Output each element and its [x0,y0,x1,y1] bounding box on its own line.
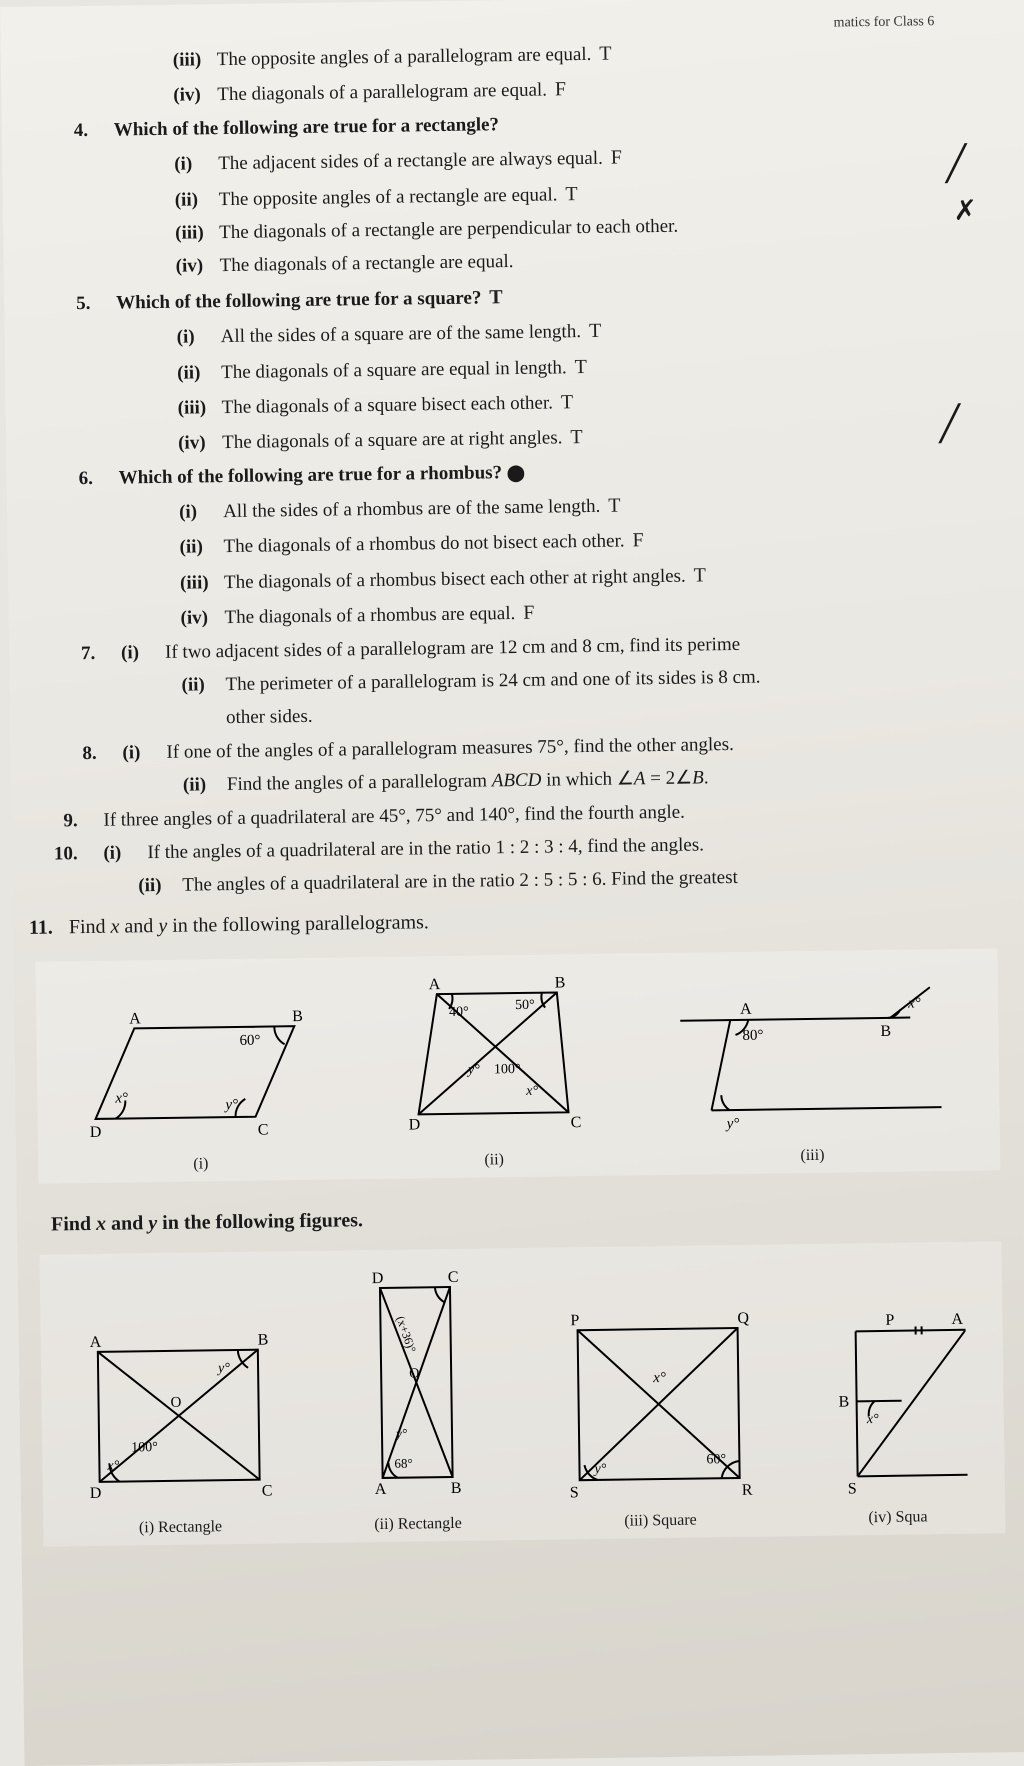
parallelogram-figures: A B C D 60° x° y° (i) A B [35,948,1000,1183]
svg-text:80°: 80° [743,1027,764,1043]
fig2-iv: P A B S x° (iv) Squa [825,1300,968,1528]
hand-mark: ✗ [953,194,977,228]
hand-mark: ╱ [946,144,967,184]
svg-text:68°: 68° [394,1455,412,1470]
svg-text:O: O [409,1366,419,1381]
fig2-iii: P Q R S x° 60° y° (iii) Square [552,1302,765,1531]
fig1-iii: A B 80° x° y° (iii) [670,977,953,1167]
svg-text:S: S [847,1480,856,1497]
svg-text:x°: x° [865,1412,878,1427]
svg-text:B: B [258,1331,269,1348]
mark-true: T [599,43,612,65]
svg-text:B: B [555,974,566,991]
svg-text:S: S [570,1484,579,1501]
fig1-i: A B C D 60° x° y° (i) [84,996,316,1175]
svg-text:50°: 50° [515,998,535,1013]
svg-text:y°: y° [725,1116,740,1132]
svg-text:D: D [409,1116,421,1133]
svg-text:A: A [740,1001,752,1018]
svg-text:A: A [90,1334,102,1351]
svg-text:60°: 60° [239,1032,260,1048]
svg-text:y°: y° [216,1361,230,1376]
svg-text:O: O [171,1395,182,1411]
svg-text:C: C [262,1482,273,1499]
mark-false: F [555,79,566,101]
q11: 11.Find x and y in the following paralle… [25,898,1007,944]
svg-text:B: B [838,1393,849,1410]
svg-text:D: D [371,1270,383,1287]
svg-text:x°: x° [907,995,921,1011]
svg-text:B: B [450,1480,461,1497]
svg-text:P: P [571,1312,580,1329]
svg-text:y°: y° [223,1097,238,1113]
svg-text:Q: Q [738,1310,750,1327]
hand-mark: ╱ [939,404,960,444]
svg-text:C: C [257,1121,268,1138]
svg-text:C: C [571,1114,582,1131]
svg-text:D: D [89,1124,101,1141]
svg-text:y°: y° [394,1425,407,1440]
svg-text:A: A [951,1311,963,1328]
fig2-i: A B C D O 100° x° y° (i) Rectangle [78,1319,281,1538]
svg-text:B: B [292,1008,303,1025]
svg-text:A: A [374,1481,386,1498]
quadrilateral-figures: A B C D O 100° x° y° (i) Rectangle [39,1241,1005,1546]
svg-text:x°: x° [114,1090,128,1106]
svg-text:100°: 100° [131,1440,158,1455]
svg-text:40°: 40° [449,1004,469,1019]
svg-text:B: B [881,1023,892,1040]
svg-text:x°: x° [652,1370,666,1386]
svg-text:x°: x° [107,1458,120,1473]
svg-text:A: A [429,976,441,993]
svg-text:60°: 60° [707,1452,727,1467]
svg-text:y°: y° [466,1062,480,1077]
svg-text:x°: x° [525,1084,538,1099]
svg-text:A: A [129,1010,141,1027]
svg-text:R: R [742,1482,753,1499]
fig1-ii: A B C D 40° 50° 100° y° x° (ii) [397,972,590,1171]
svg-text:100°: 100° [494,1062,521,1077]
svg-text:y°: y° [593,1462,607,1477]
fig2-ii: D C A B O 68° y° (x+36)° (ii) Rectangle [339,1266,493,1534]
svg-text:C: C [447,1269,458,1286]
svg-text:P: P [885,1312,894,1329]
section2-heading: Find x and y in the following figures. [51,1200,1011,1236]
worksheet-page: matics for Class 6 ╱ ✗ ╱ (iii)The opposi… [0,0,1024,1766]
svg-text:D: D [90,1485,102,1502]
